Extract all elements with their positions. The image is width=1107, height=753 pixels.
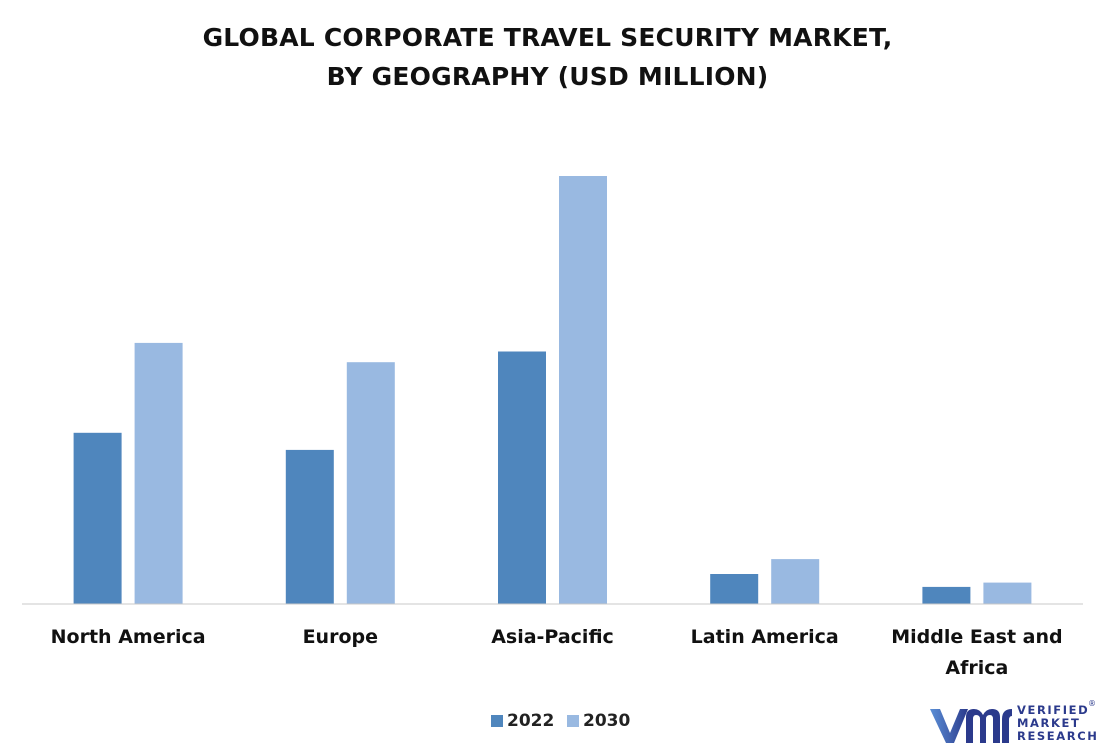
x-tick-label-latin-america: Latin America bbox=[691, 626, 839, 648]
x-tick-label-line: Asia-Pacific bbox=[491, 626, 614, 648]
legend: 2022 2030 bbox=[0, 709, 1107, 733]
chart-title: GLOBAL CORPORATE TRAVEL SECURITY MARKET,… bbox=[0, 18, 1095, 96]
x-tick-label-middle-east-and-africa: Middle East and Africa bbox=[891, 626, 1062, 679]
bar-europe-2030 bbox=[346, 362, 395, 604]
x-tick-label-line: Latin America bbox=[691, 626, 839, 648]
x-tick-labels: North America Europe Asia-Pacific Latin Ame… bbox=[51, 626, 1063, 679]
vmr-logo-mark-icon bbox=[930, 709, 1012, 743]
legend-swatch-2030 bbox=[567, 715, 579, 727]
bar-europe-2022 bbox=[285, 449, 334, 604]
bar-north-america-2030 bbox=[134, 342, 183, 604]
x-tick-label-line: Africa bbox=[945, 657, 1008, 679]
chart-title-line-2: BY GEOGRAPHY (USD MILLION) bbox=[326, 62, 769, 91]
bar-north-america-2022 bbox=[73, 432, 122, 604]
legend-label-2030: 2030 bbox=[583, 711, 631, 731]
bar-middle-east-and-africa-2022 bbox=[922, 586, 971, 604]
x-tick-label-line: Europe bbox=[303, 626, 378, 648]
logo-text: VERIFIED MARKET RESEARCH bbox=[1017, 704, 1098, 743]
legend-item-2022: 2022 bbox=[491, 709, 554, 733]
logo-text-line-2: MARKET bbox=[1017, 716, 1081, 730]
legend-swatch-2022 bbox=[491, 715, 503, 727]
bar-latin-america-2030 bbox=[771, 559, 820, 604]
x-tick-label-asia-pacific: Asia-Pacific bbox=[491, 626, 614, 648]
x-tick-label-line: Middle East and bbox=[891, 626, 1062, 648]
x-tick-label-europe: Europe bbox=[303, 626, 378, 648]
logo-text-line-3: RESEARCH bbox=[1017, 729, 1099, 743]
chart-title-line-1: GLOBAL CORPORATE TRAVEL SECURITY MARKET, bbox=[202, 23, 893, 52]
registered-mark: ® bbox=[1088, 699, 1096, 708]
logo-text-line-1: VERIFIED bbox=[1017, 703, 1090, 717]
legend-label-2022: 2022 bbox=[507, 711, 555, 731]
verified-market-research-logo: VERIFIED MARKET RESEARCH ® bbox=[922, 699, 1102, 749]
bars-layer bbox=[73, 176, 1032, 604]
bar-asia-pacific-2030 bbox=[559, 176, 607, 604]
x-tick-label-north-america: North America bbox=[51, 626, 206, 648]
bar-asia-pacific-2022 bbox=[498, 351, 546, 604]
legend-item-2030: 2030 bbox=[567, 709, 630, 733]
bar-latin-america-2022 bbox=[710, 574, 759, 604]
bar-middle-east-and-africa-2030 bbox=[983, 582, 1032, 604]
x-tick-label-line: North America bbox=[51, 626, 206, 648]
